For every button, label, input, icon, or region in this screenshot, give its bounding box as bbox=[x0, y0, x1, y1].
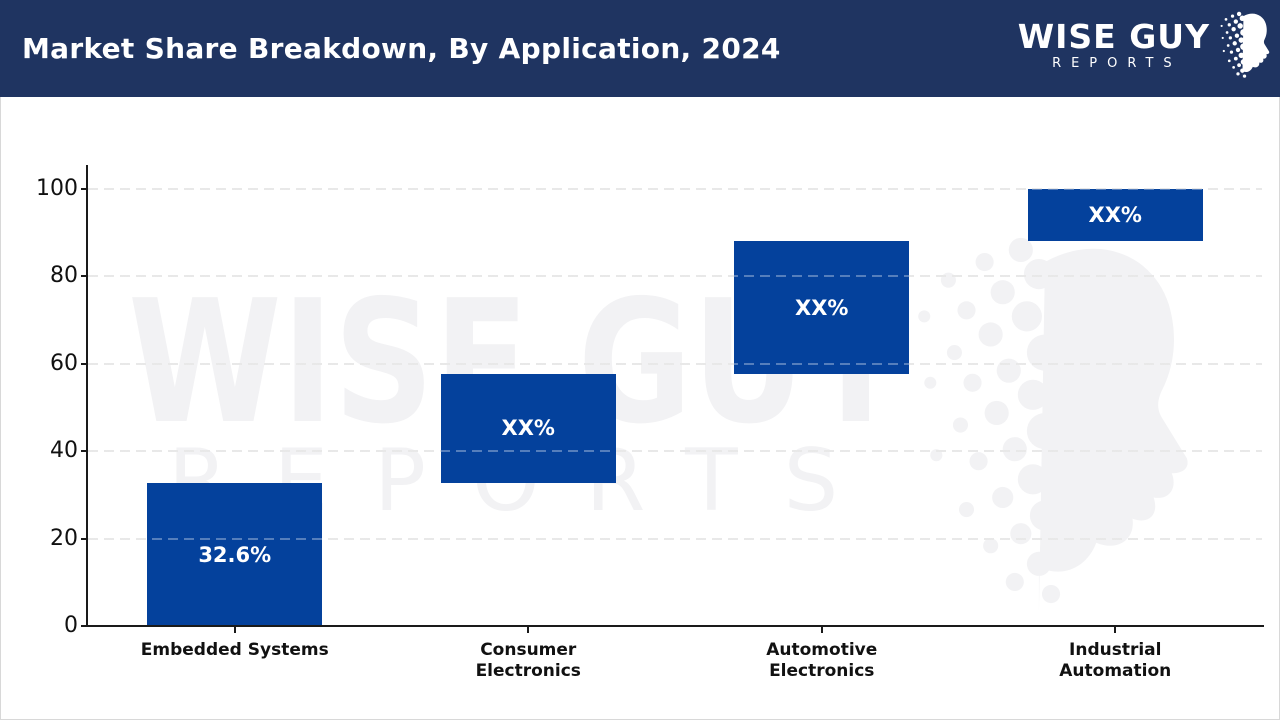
x-category-label-consumer-electronics: Consumer Electronics bbox=[408, 640, 648, 682]
logo-wiseguy-label: WISE GUY bbox=[1017, 17, 1210, 56]
x-category-label-line: Electronics bbox=[475, 661, 581, 681]
gridline-20 bbox=[88, 537, 1262, 540]
x-category-label-automotive-electronics: Automotive Electronics bbox=[702, 640, 942, 682]
x-category-label-line: Embedded Systems bbox=[140, 640, 329, 660]
y-axis-spine bbox=[86, 165, 88, 626]
gridline-80 bbox=[88, 275, 1262, 277]
x-category-label-line: Automation bbox=[1059, 661, 1172, 681]
wiseguy-logo: WISE GUY REPORTS bbox=[1018, 8, 1274, 82]
bar-automotive-electronics: XX% bbox=[734, 241, 910, 374]
x-category-label-line: Industrial bbox=[1069, 640, 1162, 660]
gridline-overlay-80 bbox=[88, 275, 1262, 277]
gridline-100 bbox=[88, 187, 1262, 190]
y-tick-label-40: 40 bbox=[50, 438, 78, 463]
gridline-overlay-20 bbox=[88, 537, 1262, 540]
y-tick-mark-0 bbox=[81, 625, 88, 627]
y-tick-mark-100 bbox=[81, 187, 88, 190]
y-tick-label-0: 0 bbox=[64, 613, 78, 638]
wiseguy-logo-text: WISE GUY REPORTS bbox=[1018, 20, 1210, 70]
gridline-60 bbox=[88, 362, 1262, 365]
x-category-label-line: Consumer bbox=[480, 640, 577, 660]
y-tick-mark-20 bbox=[81, 537, 88, 540]
logo-reports-label: REPORTS bbox=[1052, 56, 1182, 71]
x-category-label-line: Electronics bbox=[769, 661, 875, 681]
y-tick-mark-40 bbox=[81, 450, 88, 452]
y-tick-label-60: 60 bbox=[50, 350, 78, 376]
wiseguy-face-icon bbox=[1214, 8, 1274, 82]
header: Market Share Breakdown, By Application, … bbox=[0, 0, 1280, 97]
x-category-label-embedded-systems: Embedded Systems bbox=[115, 640, 355, 661]
bar-industrial-automation: XX% bbox=[1027, 188, 1203, 242]
page-title: Market Share Breakdown, By Application, … bbox=[22, 32, 781, 65]
bar-value-label-automotive-electronics: XX% bbox=[795, 295, 849, 320]
bar-value-label-embedded-systems: 32.6% bbox=[198, 542, 272, 567]
y-tick-label-100: 100 bbox=[36, 175, 78, 201]
x-axis-spine bbox=[86, 625, 1264, 627]
x-tick-mark-industrial-automation bbox=[1114, 626, 1117, 633]
y-tick-label-80: 80 bbox=[50, 263, 78, 288]
y-tick-mark-80 bbox=[81, 275, 88, 277]
bar-value-label-consumer-electronics: XX% bbox=[501, 416, 555, 441]
y-tick-label-20: 20 bbox=[50, 525, 78, 551]
x-tick-mark-embedded-systems bbox=[233, 626, 236, 633]
gridline-40 bbox=[88, 450, 1262, 452]
bar-embedded-systems: 32.6% bbox=[147, 483, 323, 626]
bar-value-label-industrial-automation: XX% bbox=[1088, 202, 1142, 227]
gridline-overlay-100 bbox=[88, 187, 1262, 190]
x-category-label-line: Automotive bbox=[766, 640, 878, 660]
x-tick-mark-automotive-electronics bbox=[820, 626, 823, 633]
x-tick-mark-consumer-electronics bbox=[527, 626, 530, 633]
bar-consumer-electronics: XX% bbox=[440, 373, 616, 484]
gridline-overlay-40 bbox=[88, 450, 1262, 452]
y-tick-mark-60 bbox=[81, 362, 88, 365]
gridline-overlay-60 bbox=[88, 362, 1262, 365]
x-category-label-industrial-automation: Industrial Automation bbox=[995, 640, 1235, 682]
